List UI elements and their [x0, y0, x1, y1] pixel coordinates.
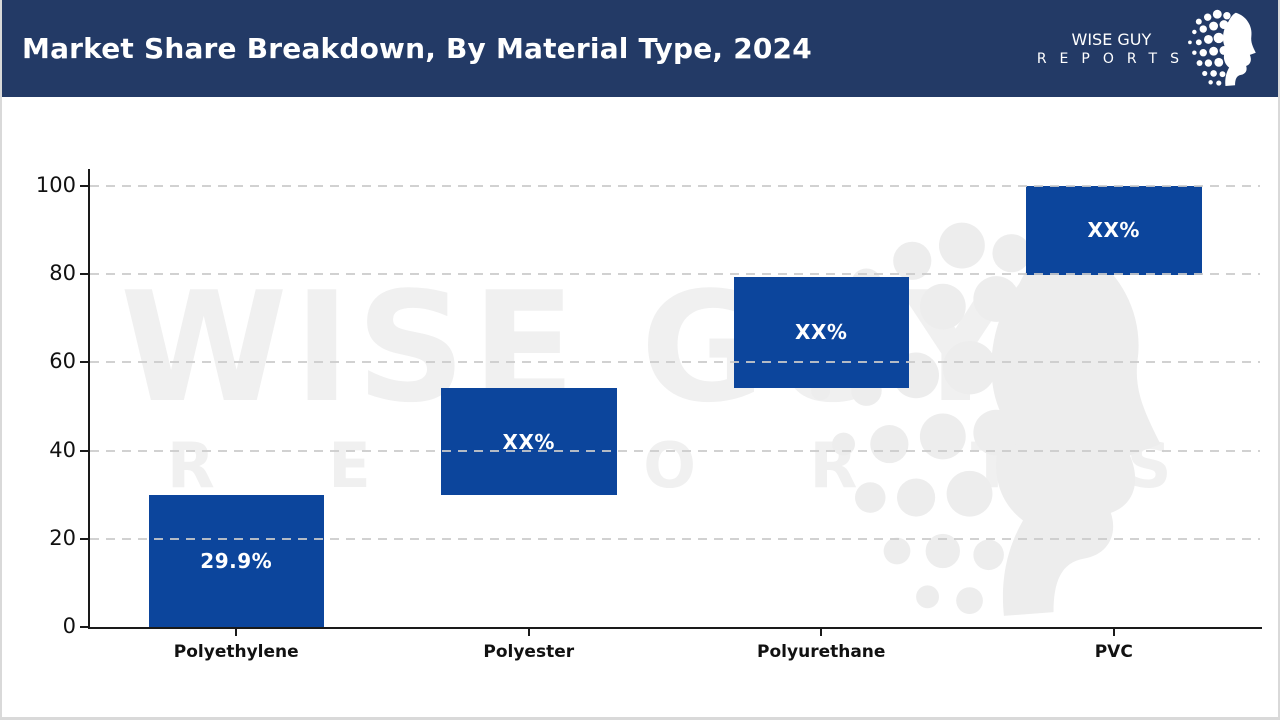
ytick-label-20: 20 — [49, 525, 76, 550]
ytick-mark-100 — [80, 185, 88, 187]
ytick-mark-20 — [80, 537, 88, 540]
gridline-40 — [90, 449, 1260, 452]
bar-value-label: 29.9% — [200, 549, 273, 574]
bar-pvc: XX% — [1026, 186, 1202, 275]
bar-polyethylene: 29.9% — [148, 495, 324, 627]
bar-value-label: XX% — [1087, 218, 1140, 243]
ytick-label-40: 40 — [49, 437, 76, 462]
bar-value-label: XX% — [795, 320, 848, 345]
brand-logo: WISE GUY REPORTS — [1031, 8, 1258, 90]
ytick-mark-80 — [80, 273, 88, 276]
ytick-mark-40 — [80, 449, 88, 452]
gridline-20 — [90, 537, 1260, 540]
page-title: Market Share Breakdown, By Material Type… — [22, 32, 812, 65]
xtick-mark-polyurethane — [820, 629, 823, 636]
xtick-mark-pvc — [1112, 629, 1115, 636]
xtick-label-polyester: Polyester — [483, 642, 575, 662]
ytick-label-60: 60 — [49, 349, 76, 374]
dotted-head-icon — [1188, 9, 1256, 86]
xtick-label-polyurethane: Polyurethane — [757, 642, 886, 662]
x-axis — [88, 627, 1262, 629]
plot-area: 29.9% XX% XX% XX% — [90, 185, 1260, 627]
bar-polyester: XX% — [441, 388, 617, 496]
y-axis — [88, 169, 90, 629]
xtick-label-pvc: PVC — [1094, 642, 1133, 662]
header: Market Share Breakdown, By Material Type… — [2, 0, 1278, 97]
ytick-label-80: 80 — [49, 261, 76, 286]
gridline-60 — [90, 361, 1260, 364]
xtick-mark-polyethylene — [235, 629, 238, 636]
gridline-100 — [90, 185, 1260, 187]
ytick-label-0: 0 — [62, 614, 76, 638]
gridline-80 — [90, 273, 1260, 276]
logo-line2: REPORTS — [1036, 50, 1192, 67]
logo-line1: WISE GUY — [1071, 29, 1152, 49]
ytick-mark-0 — [80, 626, 88, 628]
ytick-mark-60 — [80, 361, 88, 364]
bar-polyurethane: XX% — [733, 276, 909, 388]
xtick-label-polyethylene: Polyethylene — [173, 642, 299, 662]
bar-value-label: XX% — [502, 429, 555, 454]
ytick-label-100: 100 — [35, 173, 76, 197]
logo-wordmark: WISE GUY REPORTS — [1031, 29, 1192, 67]
xtick-mark-polyester — [527, 629, 530, 636]
